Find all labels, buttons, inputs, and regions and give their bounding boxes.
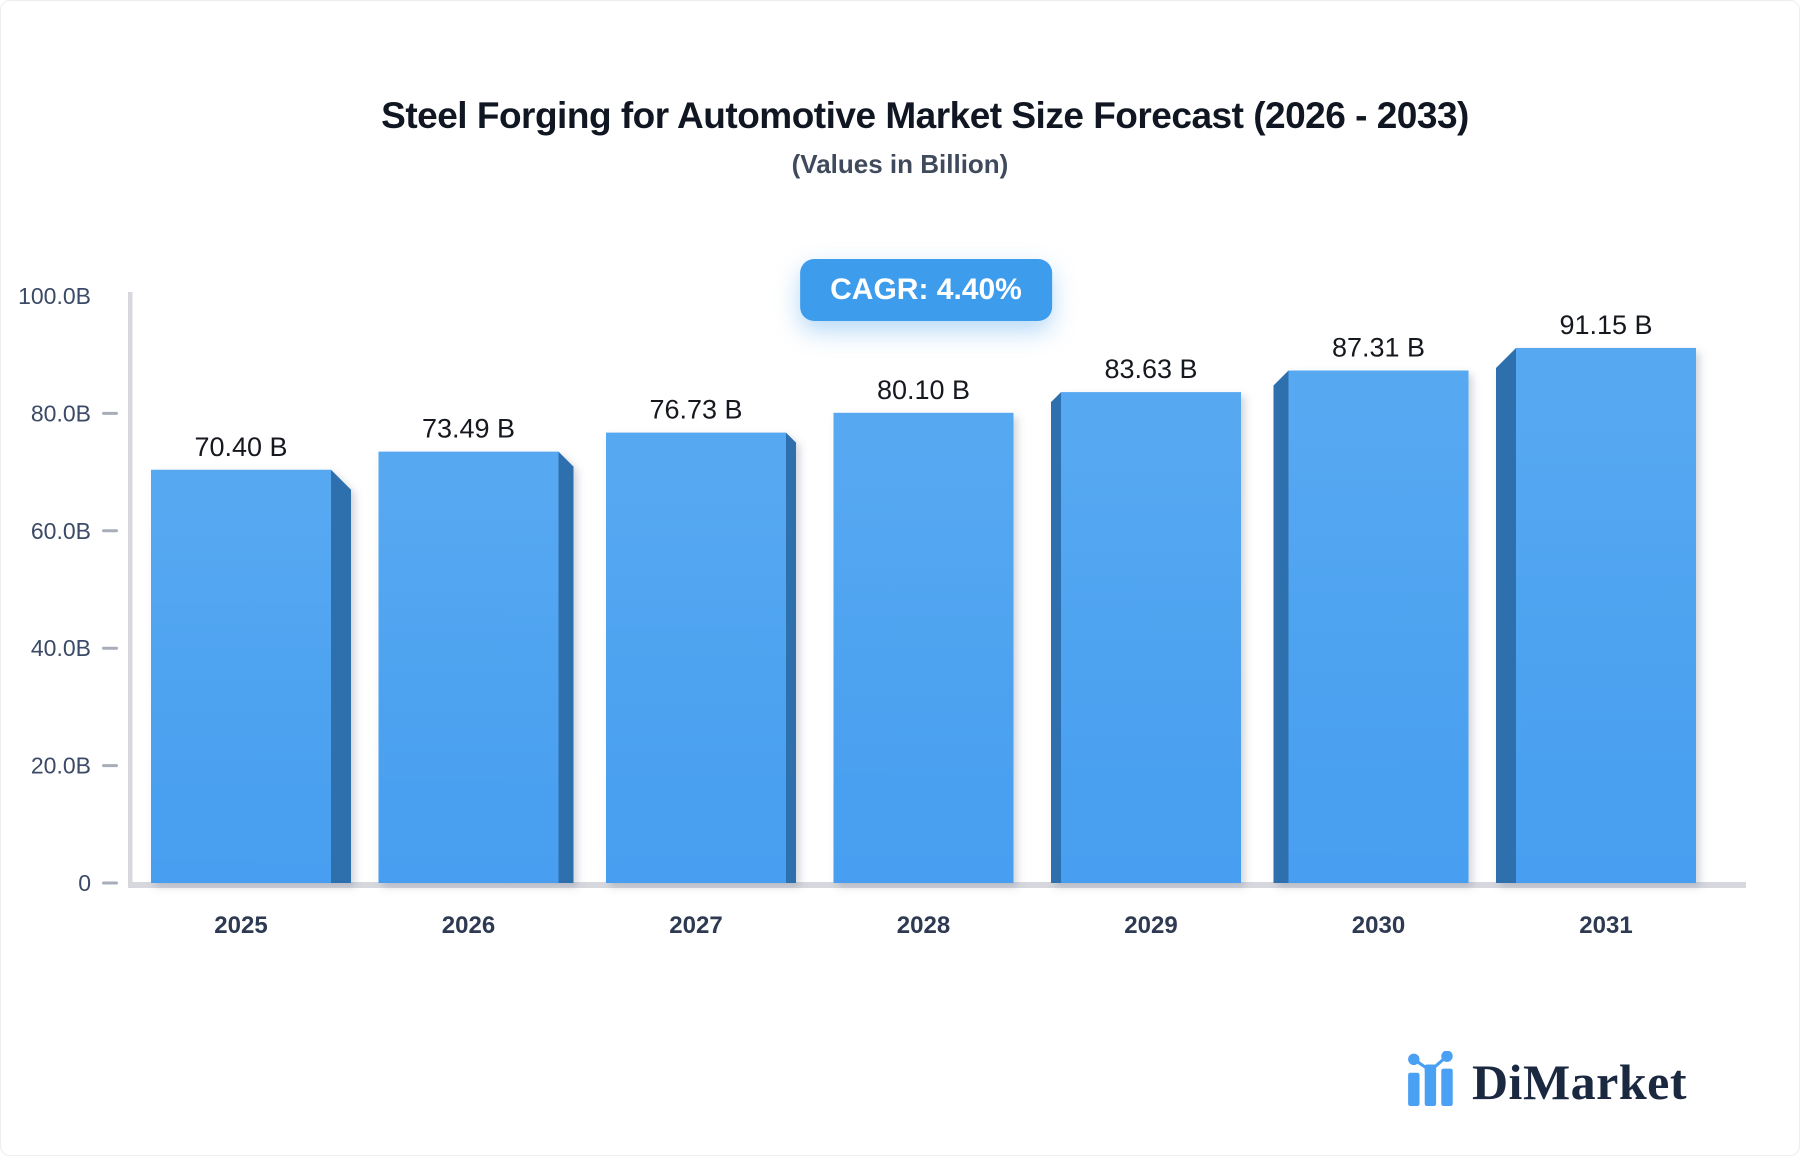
bar-chart-logo-icon [1408, 1051, 1453, 1106]
x-axis-label: 2029 [1124, 912, 1177, 939]
bar-group [1051, 392, 1241, 883]
bar [378, 451, 559, 883]
bar [1061, 392, 1241, 883]
cagr-badge: CAGR: 4.40% [800, 259, 1052, 321]
x-axis-label: 2028 [897, 912, 950, 939]
bar-value-label: 80.10 B [877, 375, 970, 405]
y-axis-tick [102, 646, 118, 650]
bar-side-face [1496, 347, 1516, 884]
bar-side-face [558, 451, 574, 883]
bar [606, 432, 786, 883]
bar-group [378, 451, 574, 883]
bar-group [151, 469, 351, 883]
bar-value-label: 83.63 B [1104, 354, 1197, 384]
bar-value-label: 76.73 B [649, 395, 742, 425]
bar-side-face [786, 432, 796, 883]
x-axis-label: 2031 [1579, 912, 1632, 939]
x-axis-label: 2030 [1352, 912, 1405, 939]
bar-value-label: 73.49 B [422, 414, 515, 444]
bar-value-label: 91.15 B [1559, 310, 1652, 340]
y-axis-tick [102, 529, 118, 533]
y-axis-label: 60.0B [31, 518, 91, 544]
bar-group [1273, 370, 1469, 883]
x-axis-label: 2025 [214, 912, 267, 939]
brand-logo: DiMarket [1407, 1051, 1687, 1107]
cagr-badge-label: CAGR: 4.40% [830, 273, 1022, 306]
y-axis-line [128, 292, 133, 887]
bar [151, 469, 331, 883]
bar [1516, 347, 1696, 884]
y-axis-tick [102, 411, 118, 415]
bar-side-face [331, 469, 351, 883]
chart-title: Steel Forging for Automotive Market Size… [381, 95, 1469, 136]
x-axis-label: 2026 [442, 912, 495, 939]
x-axis-line [128, 882, 1746, 888]
bar-group [833, 412, 1014, 883]
bar-side-face [1051, 392, 1061, 883]
y-axis-tick [102, 881, 118, 885]
y-axis-label: 20.0B [31, 753, 91, 779]
bar-group [1496, 347, 1696, 884]
bar [1288, 370, 1469, 883]
brand-name: DiMarket [1471, 1054, 1687, 1110]
bar-group [606, 432, 796, 883]
y-axis-label: 100.0B [18, 283, 91, 309]
bar-side-face [1273, 370, 1289, 883]
bar-value-label: 70.40 B [194, 432, 287, 462]
chart-subtitle: (Values in Billion) [791, 149, 1009, 179]
y-axis-tick [102, 764, 118, 768]
y-axis-label: 40.0B [31, 635, 91, 661]
bar [833, 412, 1014, 883]
y-axis-label: 80.0B [31, 400, 91, 426]
y-axis-label: 0 [78, 870, 91, 896]
x-axis-label: 2027 [669, 912, 722, 939]
bar-value-label: 87.31 B [1332, 332, 1425, 362]
